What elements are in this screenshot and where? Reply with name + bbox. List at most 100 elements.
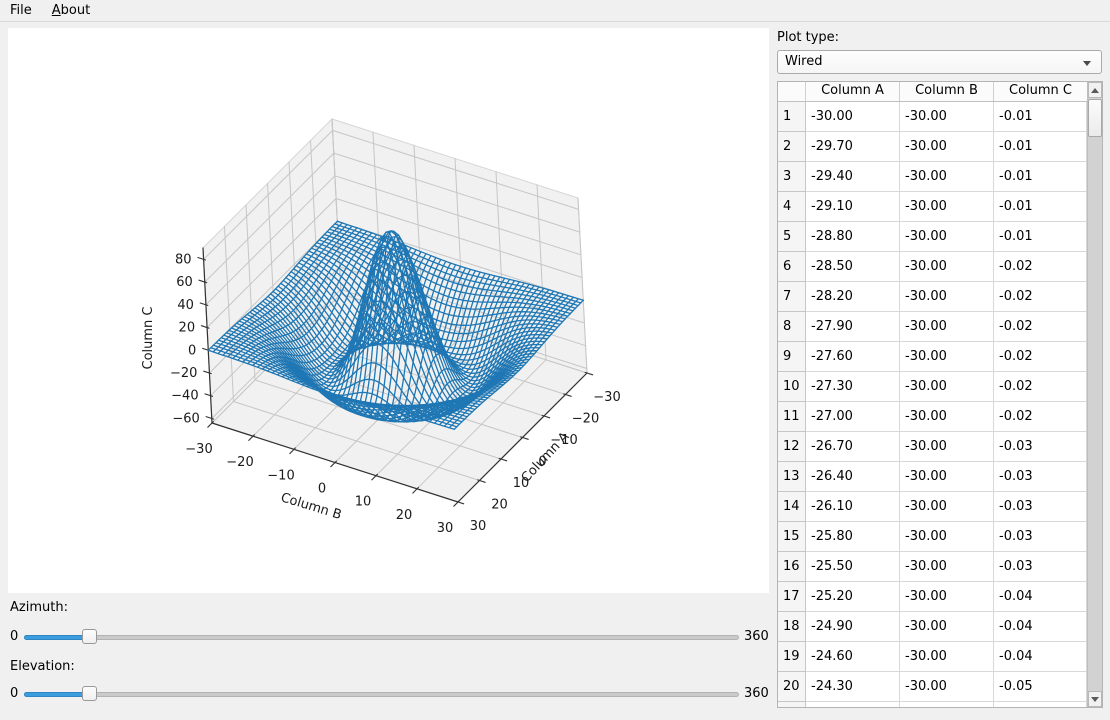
table-cell[interactable]: -0.02 [994,252,1087,282]
table-cell[interactable]: -30.00 [900,192,994,222]
elevation-slider-handle[interactable] [82,686,98,701]
column-header-column-b[interactable]: Column B [900,82,994,101]
table-cell[interactable]: -26.70 [806,432,900,462]
table-cell[interactable]: -27.00 [806,402,900,432]
table-cell[interactable]: -30.00 [900,552,994,582]
row-header[interactable]: 11 [778,402,806,432]
table-cell[interactable]: -25.80 [806,522,900,552]
table-cell[interactable]: -27.90 [806,312,900,342]
row-header[interactable]: 7 [778,282,806,312]
table-cell[interactable]: -30.00 [900,342,994,372]
table-cell[interactable]: -0.03 [994,432,1087,462]
table-cell[interactable]: -0.01 [994,222,1087,252]
table-cell[interactable]: -30.00 [806,102,900,132]
table-cell[interactable]: -0.04 [994,642,1087,672]
table-cell[interactable]: -0.01 [994,102,1087,132]
row-header[interactable]: 15 [778,522,806,552]
table-cell[interactable]: -29.40 [806,162,900,192]
table-cell[interactable]: -30.00 [900,642,994,672]
row-header[interactable]: 12 [778,432,806,462]
row-header[interactable]: 1 [778,102,806,132]
table-cell[interactable]: -30.00 [900,492,994,522]
table-cell[interactable]: -29.70 [806,132,900,162]
table-cell[interactable]: -30.00 [900,222,994,252]
table-cell[interactable]: -29.10 [806,192,900,222]
table-cell[interactable]: -30.00 [900,582,994,612]
table-cell[interactable]: -0.04 [994,612,1087,642]
row-header[interactable]: 6 [778,252,806,282]
table-cell[interactable]: -24.60 [806,642,900,672]
row-header[interactable]: 19 [778,642,806,672]
table-cell[interactable]: -30.00 [900,462,994,492]
menu-item-about[interactable]: About [51,2,91,18]
table-cell[interactable]: -27.60 [806,342,900,372]
row-header[interactable]: 3 [778,162,806,192]
column-header-column-c[interactable]: Column C [1009,83,1072,98]
row-header[interactable]: 16 [778,552,806,582]
table-cell[interactable] [994,702,1087,707]
wireframe-line [340,244,472,420]
table-cell[interactable]: -0.01 [994,162,1087,192]
table-cell[interactable]: -0.02 [994,372,1087,402]
plot-type-select[interactable]: Wired [777,50,1102,74]
table-cell[interactable]: -0.02 [994,342,1087,372]
table-cell[interactable]: -0.03 [994,522,1087,552]
row-header[interactable]: 13 [778,462,806,492]
table-cell[interactable]: -30.00 [900,132,994,162]
menu-item-file[interactable]: File [10,2,32,18]
row-header[interactable]: 4 [778,192,806,222]
table-cell[interactable]: -26.40 [806,462,900,492]
table-cell[interactable]: -0.01 [994,192,1087,222]
scrollbar-thumb[interactable] [1088,99,1102,137]
table-cell[interactable]: -28.20 [806,282,900,312]
row-header[interactable]: 9 [778,342,806,372]
scroll-down-button[interactable] [1088,691,1102,707]
table-cell[interactable]: -0.02 [994,282,1087,312]
table-cell[interactable]: -26.10 [806,492,900,522]
table-scrollbar[interactable] [1087,82,1102,707]
column-header-column-a[interactable]: Column A [806,82,900,101]
table-cell[interactable]: -30.00 [900,252,994,282]
table-cell[interactable]: -30.00 [900,162,994,192]
table-cell[interactable]: -30.00 [900,672,994,702]
table-cell[interactable]: -25.50 [806,552,900,582]
table-cell[interactable]: -25.20 [806,582,900,612]
table-cell[interactable]: -24.90 [806,612,900,642]
azimuth-slider-track[interactable] [24,635,739,640]
table-cell[interactable]: -0.02 [994,402,1087,432]
table-cell[interactable]: -28.80 [806,222,900,252]
row-header[interactable]: 8 [778,312,806,342]
table-cell[interactable]: -30.00 [900,612,994,642]
row-header[interactable]: 20 [778,672,806,702]
table-cell[interactable]: -24.30 [806,672,900,702]
table-cell[interactable] [900,702,994,707]
table-cell[interactable]: -30.00 [900,282,994,312]
row-header[interactable]: 14 [778,492,806,522]
row-header[interactable]: 10 [778,372,806,402]
azimuth-slider-handle[interactable] [82,629,98,644]
table-cell[interactable]: -30.00 [900,402,994,432]
row-header[interactable]: 5 [778,222,806,252]
plot-figure[interactable]: −30 −20 −10 0 10 20 30 −30 −20 −10 0 10 20 30 −60 −40 −2… [8,28,769,593]
row-header[interactable]: 2 [778,132,806,162]
table-cell[interactable]: -28.50 [806,252,900,282]
table-cell[interactable]: -0.01 [994,132,1087,162]
scroll-up-button[interactable] [1088,82,1102,98]
table-cell[interactable]: -0.04 [994,582,1087,612]
table-cell[interactable]: -30.00 [900,432,994,462]
table-cell[interactable]: -0.03 [994,492,1087,522]
table-cell[interactable]: -27.30 [806,372,900,402]
table-cell[interactable]: -30.00 [900,312,994,342]
table-cell[interactable] [806,702,900,707]
table-cell[interactable]: -0.02 [994,312,1087,342]
row-header[interactable]: 17 [778,582,806,612]
table-cell[interactable]: -30.00 [900,102,994,132]
elevation-slider-track[interactable] [24,692,739,697]
table-cell[interactable]: -0.03 [994,462,1087,492]
row-header[interactable] [778,702,806,707]
table-cell[interactable]: -0.05 [994,672,1087,702]
table-cell[interactable]: -30.00 [900,372,994,402]
table-cell[interactable]: -0.03 [994,552,1087,582]
table-cell[interactable]: -30.00 [900,522,994,552]
row-header[interactable]: 18 [778,612,806,642]
